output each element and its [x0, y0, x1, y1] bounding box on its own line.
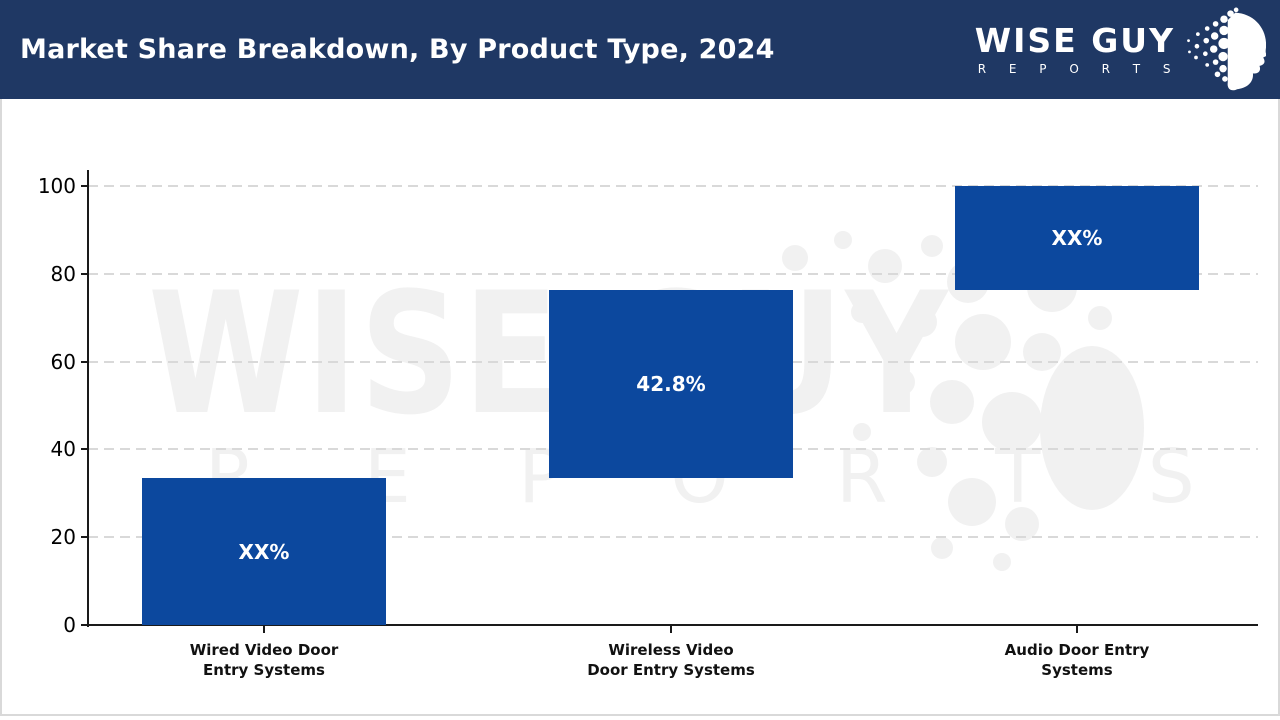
category-label-line: Wired Video Door: [189, 641, 339, 659]
category-label-line: Entry Systems: [203, 661, 325, 679]
gridline-80: [88, 272, 1258, 275]
ytick-mark-0: [81, 624, 88, 626]
gridline-100: [88, 185, 1258, 187]
gridline-20: [88, 536, 1258, 539]
ytick-label-0: 0: [63, 613, 76, 637]
category-label-1: Wired Video Door Entry Systems: [104, 640, 424, 680]
ytick-label-20: 20: [50, 525, 76, 550]
bar-2: 42.8%: [549, 290, 793, 479]
bar-value-label-3: XX%: [1051, 226, 1103, 251]
category-label-line: Wireless Video: [608, 641, 734, 659]
category-label-2: Wireless Video Door Entry Systems: [511, 640, 831, 680]
bar-3: XX%: [955, 186, 1199, 291]
x-axis-spine: [87, 624, 1258, 626]
ytick-mark-80: [81, 272, 88, 275]
xtick-mark-3: [1076, 626, 1078, 633]
ytick-mark-40: [81, 448, 88, 451]
ytick-mark-100: [81, 185, 88, 187]
logo-wordmark: WISE GUY: [974, 20, 1175, 60]
logo-subtext: R E P O R T S: [977, 61, 1180, 76]
y-axis-spine: [87, 170, 89, 627]
ytick-mark-60: [81, 360, 88, 363]
header-bar: Market Share Breakdown, By Product Type,…: [0, 0, 1280, 99]
wiseguy-logo: WISE GUY R E P O R T S: [975, 6, 1266, 94]
ytick-label-100: 100: [37, 174, 76, 198]
ytick-label-80: 80: [50, 261, 76, 286]
category-label-line: Audio Door Entry: [1004, 641, 1150, 659]
bar-value-label-1: XX%: [238, 539, 290, 564]
watermark-wordmark: WISE GUY: [148, 256, 948, 452]
page-title: Market Share Breakdown, By Product Type,…: [20, 34, 775, 65]
category-label-line: Door Entry Systems: [587, 661, 755, 679]
bar-1: XX%: [142, 478, 386, 625]
category-label-line: Systems: [1041, 661, 1113, 679]
ytick-label-60: 60: [50, 349, 76, 374]
ytick-label-40: 40: [50, 437, 76, 462]
xtick-mark-1: [263, 626, 265, 633]
bar-value-label-2: 42.8%: [636, 372, 706, 397]
category-label-3: Audio Door Entry Systems: [917, 640, 1237, 680]
logo-face-icon: [1187, 7, 1266, 90]
logo-text: WISE GUY R E P O R T S: [975, 24, 1180, 76]
xtick-mark-2: [670, 626, 672, 633]
ytick-mark-20: [81, 536, 88, 539]
